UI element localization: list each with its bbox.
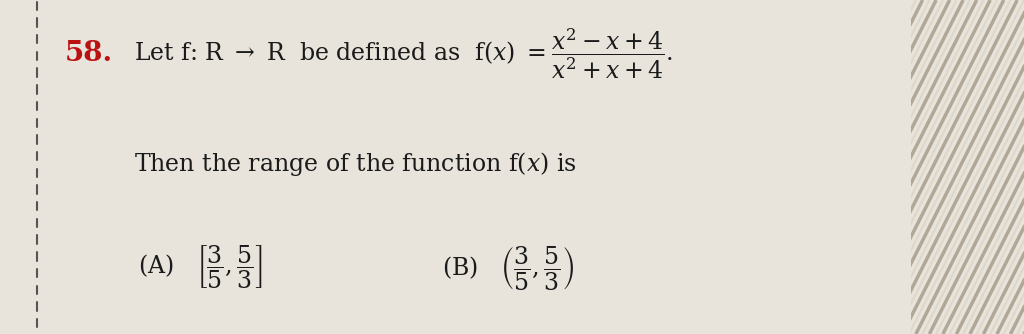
Text: (A)   $\left[\dfrac{3}{5},\dfrac{5}{3}\right]$: (A) $\left[\dfrac{3}{5},\dfrac{5}{3}\rig… — [138, 244, 263, 291]
Text: 58.: 58. — [65, 40, 113, 67]
Text: Then the range of the function f($x$) is: Then the range of the function f($x$) is — [133, 150, 577, 178]
Text: (B)   $\left(\dfrac{3}{5},\dfrac{5}{3}\right)$: (B) $\left(\dfrac{3}{5},\dfrac{5}{3}\rig… — [442, 244, 574, 292]
Text: Let f: R $\rightarrow$ R  be defined as  f($x$) $= \dfrac{x^2-x+4}{x^2+x+4}$.: Let f: R $\rightarrow$ R be defined as f… — [133, 27, 673, 81]
